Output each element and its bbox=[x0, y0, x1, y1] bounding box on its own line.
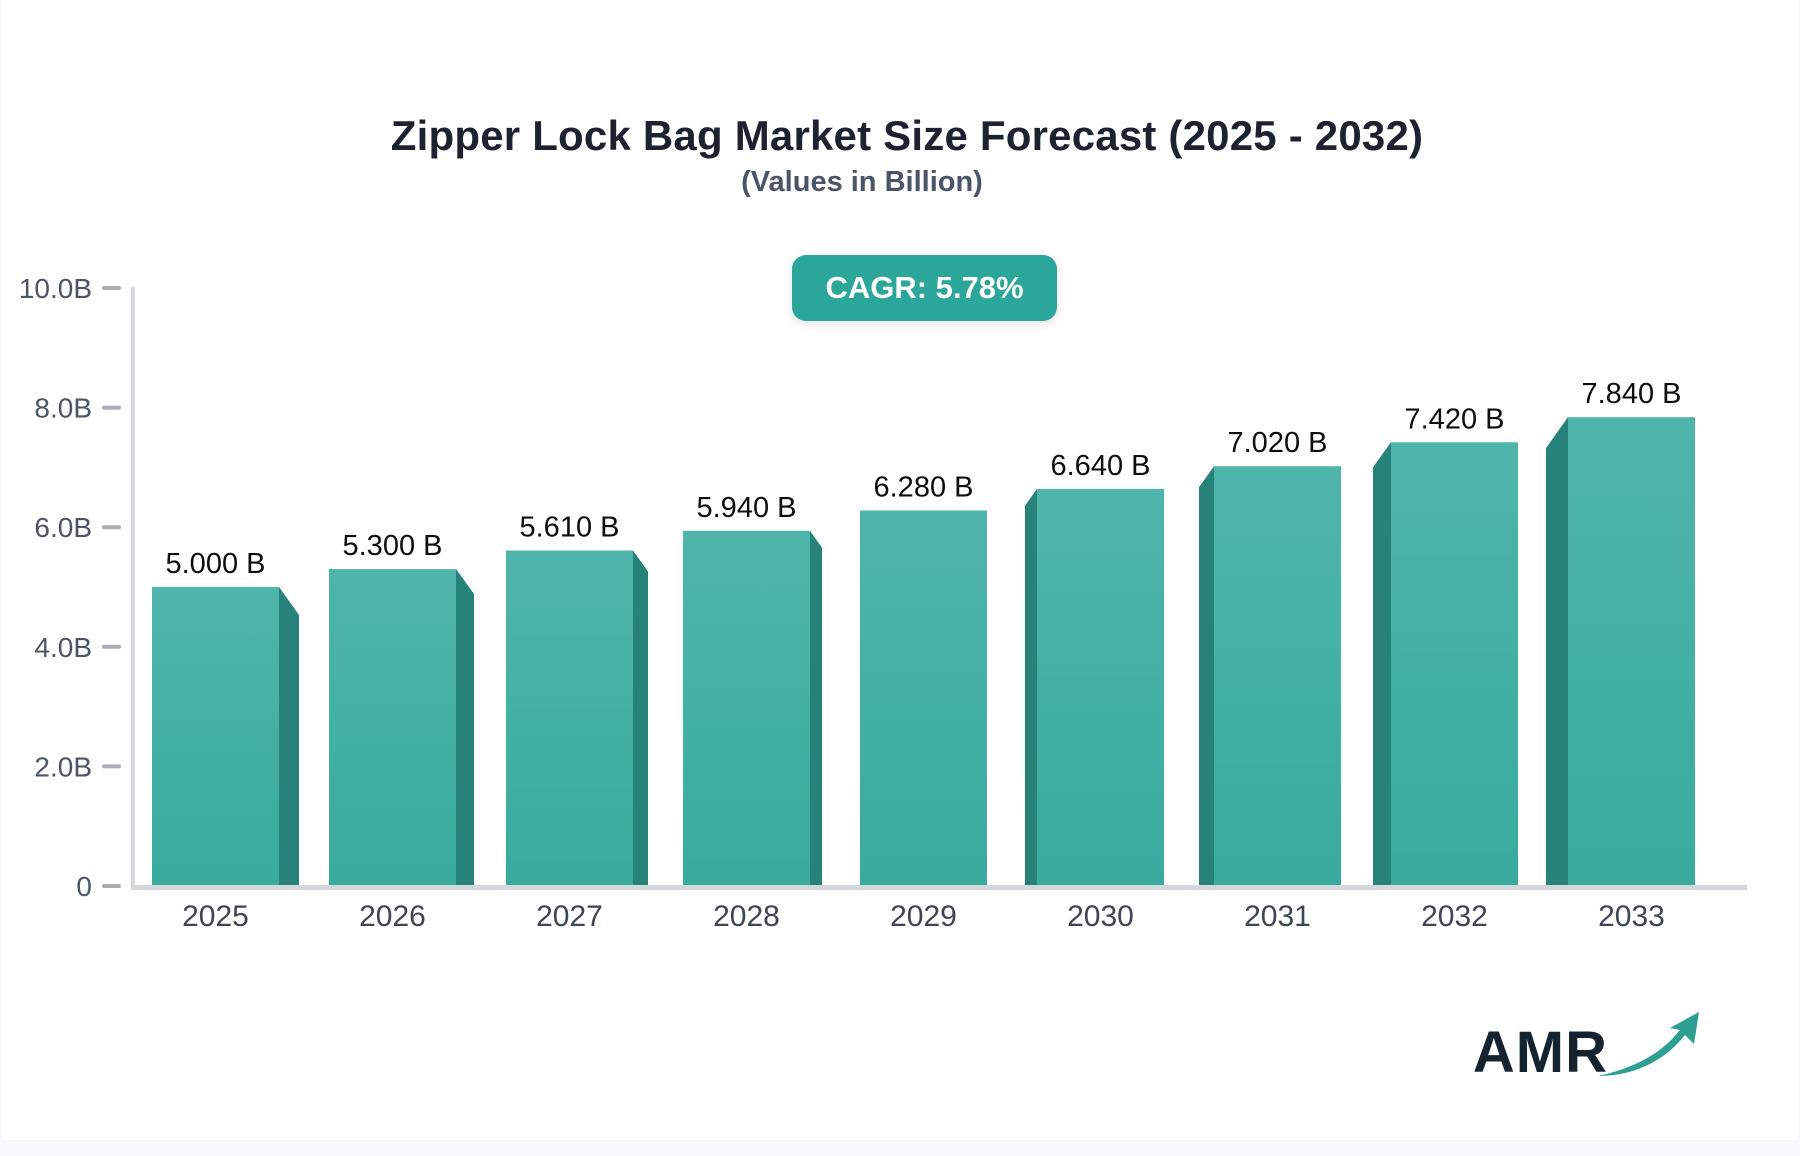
y-tick-dash bbox=[102, 884, 121, 888]
x-axis-label: 2030 bbox=[1067, 900, 1134, 933]
bar-value-label: 6.640 B bbox=[1051, 450, 1151, 482]
chart-subtitle: (Values in Billion) bbox=[741, 166, 983, 198]
bar-side-3d bbox=[1546, 417, 1568, 886]
bar-2032 bbox=[1391, 442, 1518, 886]
bar-2028 bbox=[683, 530, 810, 886]
bar-value-label: 5.300 B bbox=[343, 530, 443, 562]
axis-layer: 10.0B 8.0B 6.0B 4.0B 2.0B 0 bbox=[19, 273, 1747, 902]
x-axis-line bbox=[131, 885, 1747, 890]
bar-2026 bbox=[329, 569, 456, 886]
y-axis-label: 2.0B bbox=[34, 751, 92, 782]
bar-2027 bbox=[506, 550, 633, 886]
bar-side-3d bbox=[279, 587, 299, 886]
bar-2030 bbox=[1037, 488, 1164, 886]
amr-logo: AMR bbox=[1473, 1008, 1706, 1082]
bar-side-3d bbox=[1025, 488, 1037, 886]
y-axis-label: 6.0B bbox=[34, 512, 92, 543]
bar-side-3d bbox=[1373, 442, 1391, 886]
cagr-badge-label: CAGR: 5.78% bbox=[825, 270, 1024, 305]
y-tick-dash bbox=[102, 644, 121, 649]
x-axis-label: 2027 bbox=[536, 900, 603, 933]
x-axis-label: 2026 bbox=[359, 900, 426, 933]
y-axis-label: 8.0B bbox=[34, 393, 92, 424]
bar-side-3d bbox=[633, 550, 648, 886]
bar-value-label: 5.000 B bbox=[166, 548, 266, 580]
y-axis-label: 0 bbox=[76, 871, 92, 902]
bar-2031 bbox=[1214, 466, 1341, 886]
x-axis-label: 2028 bbox=[713, 900, 780, 933]
cagr-badge: CAGR: 5.78% bbox=[792, 255, 1057, 321]
x-axis-label: 2032 bbox=[1421, 900, 1488, 933]
bar-side-3d bbox=[810, 530, 822, 886]
bar-2025 bbox=[152, 587, 279, 886]
y-tick-dash bbox=[102, 405, 121, 410]
x-axis-label: 2029 bbox=[890, 900, 957, 933]
y-tick-dash bbox=[102, 525, 121, 530]
x-axis-label: 2025 bbox=[182, 900, 249, 933]
chart-title: Zipper Lock Bag Market Size Forecast (20… bbox=[390, 112, 1424, 159]
x-axis-label: 2031 bbox=[1244, 900, 1311, 933]
bar-side-3d bbox=[1199, 466, 1214, 886]
bar-2029 bbox=[860, 510, 987, 886]
bar-value-label: 6.280 B bbox=[874, 471, 974, 503]
y-tick-dash bbox=[102, 286, 121, 290]
x-axis-label: 2033 bbox=[1598, 900, 1665, 933]
bars-layer bbox=[152, 417, 1695, 886]
bar-side-3d bbox=[456, 569, 474, 886]
y-axis-label: 4.0B bbox=[34, 632, 92, 663]
labels-layer: 5.000 B 2025 5.300 B 2026 5.610 B 2027 5.940 B… bbox=[166, 378, 1682, 933]
bar-value-label: 5.610 B bbox=[520, 512, 620, 544]
bar-2033 bbox=[1568, 417, 1695, 886]
bar-value-label: 5.940 B bbox=[697, 492, 797, 524]
amr-logo-text: AMR bbox=[1472, 1020, 1608, 1085]
y-axis-line bbox=[131, 287, 135, 886]
growth-arrow-icon bbox=[1598, 1012, 1699, 1076]
bar-value-label: 7.420 B bbox=[1405, 403, 1505, 435]
bar-value-label: 7.020 B bbox=[1228, 427, 1328, 459]
y-tick-dash bbox=[102, 764, 121, 769]
y-axis-label: 10.0B bbox=[19, 273, 92, 304]
bar-value-label: 7.840 B bbox=[1582, 378, 1682, 410]
